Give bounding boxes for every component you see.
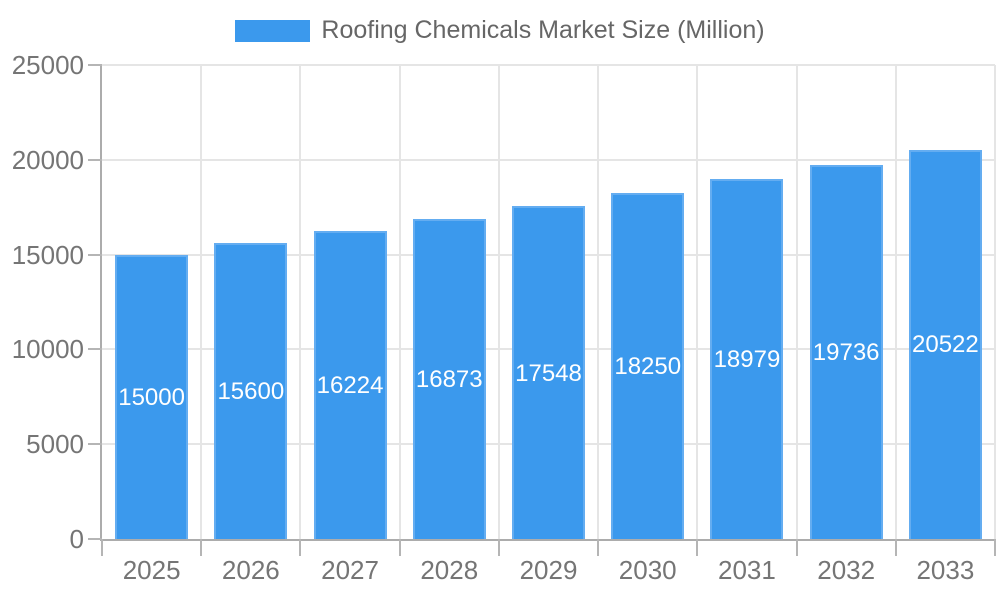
bar[interactable]: 16224 [313,231,387,539]
legend-label: Roofing Chemicals Market Size (Million) [321,16,765,44]
bar-value-label: 17548 [515,359,582,387]
y-axis-tick [88,348,102,351]
x-tick-label: 2026 [221,555,280,585]
y-axis-line [100,65,102,541]
x-axis-tick [994,539,996,556]
x-tick-label: 2033 [916,555,975,585]
grid-line-vertical [497,65,500,539]
bar[interactable]: 18979 [710,179,784,539]
grid-line-vertical [696,65,699,539]
y-axis-tick [88,538,102,540]
x-tick-label: 2028 [420,555,479,585]
y-tick-label: 5000 [26,429,84,460]
grid-line-vertical [795,65,798,539]
y-tick-label: 0 [69,524,84,554]
x-axis-tick [597,539,600,556]
legend-swatch-icon [235,19,311,42]
y-axis-tick [88,253,102,256]
y-tick-label: 20000 [11,144,84,175]
bar-value-label: 19736 [812,338,880,366]
x-axis-tick [497,539,500,556]
bar[interactable]: 17548 [512,206,585,539]
x-tick-label: 2025 [122,555,181,585]
x-axis-tick [795,539,798,556]
grid-line-vertical [894,65,897,539]
grid-line-vertical [200,65,203,539]
y-tick-label: 10000 [11,334,84,365]
bar-value-label: 16873 [415,366,483,394]
bar-value-label: 20522 [912,331,979,359]
y-tick-label: 15000 [11,239,84,270]
legend-item[interactable]: Roofing Chemicals Market Size (Million) [235,16,765,45]
grid-line-horizontal [102,64,995,66]
x-tick-label: 2030 [618,555,677,585]
x-axis-tick [398,539,401,556]
x-axis-line [100,539,995,541]
x-axis-tick [101,539,103,556]
plot-area: 15000 15600 16224 16873 17548 18250 18979 19736… [102,64,996,539]
grid-line-vertical [994,65,996,539]
grid-line-vertical [597,65,600,539]
bar[interactable]: 19736 [809,164,883,539]
y-axis-tick [88,443,102,446]
bar-value-label: 16224 [316,372,384,400]
x-axis-tick [299,539,302,556]
x-tick-label: 2027 [321,555,379,585]
x-axis-tick [696,539,699,556]
y-tick-label: 25000 [11,50,84,80]
x-axis-tick [894,539,897,556]
bar[interactable]: 15600 [214,243,288,539]
chart-legend: Roofing Chemicals Market Size (Million) [0,16,1000,45]
bar[interactable]: 18250 [611,192,685,539]
bar-value-label: 15000 [118,383,185,411]
x-tick-label: 2029 [519,555,578,585]
bar[interactable]: 15000 [115,254,189,539]
bar-value-label: 15600 [217,378,285,406]
bar-value-label: 18979 [713,346,781,374]
bar[interactable]: 20522 [908,149,982,539]
grid-line-vertical [299,65,302,539]
grid-line-vertical [398,65,401,539]
x-tick-label: 2031 [718,555,776,585]
grid-line-horizontal [102,158,995,161]
y-axis-tick [88,64,102,66]
bar[interactable]: 16873 [412,219,486,539]
y-axis-tick [88,158,102,161]
bar-value-label: 18250 [614,352,682,380]
x-tick-label: 2032 [817,555,876,585]
x-axis-tick [200,539,203,556]
